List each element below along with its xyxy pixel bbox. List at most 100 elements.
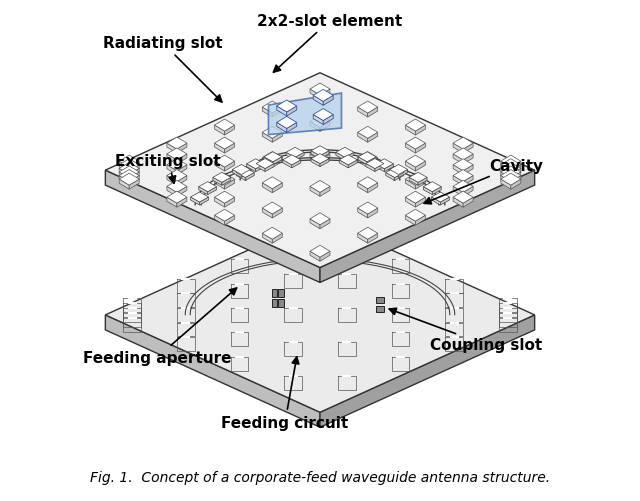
Polygon shape	[287, 107, 297, 117]
Polygon shape	[287, 123, 297, 133]
Polygon shape	[225, 144, 235, 154]
Polygon shape	[453, 144, 463, 154]
Polygon shape	[339, 155, 357, 165]
Polygon shape	[310, 122, 320, 132]
Polygon shape	[119, 163, 139, 175]
Polygon shape	[348, 160, 357, 168]
Polygon shape	[225, 180, 235, 190]
Polygon shape	[453, 170, 473, 182]
Polygon shape	[177, 155, 187, 164]
Polygon shape	[405, 198, 415, 208]
Polygon shape	[415, 198, 426, 208]
Polygon shape	[511, 169, 521, 179]
Polygon shape	[214, 120, 235, 132]
Polygon shape	[511, 180, 521, 190]
Polygon shape	[368, 133, 378, 143]
Polygon shape	[511, 165, 521, 175]
Polygon shape	[463, 187, 473, 197]
Polygon shape	[501, 180, 511, 190]
Polygon shape	[276, 123, 287, 133]
Polygon shape	[177, 144, 187, 154]
Polygon shape	[336, 148, 354, 158]
Polygon shape	[453, 159, 473, 171]
Text: Feeding aperture: Feeding aperture	[83, 289, 237, 365]
Polygon shape	[262, 158, 272, 168]
Polygon shape	[358, 152, 376, 162]
Polygon shape	[409, 173, 427, 183]
Polygon shape	[511, 176, 521, 186]
Text: Cavity: Cavity	[424, 158, 544, 204]
Polygon shape	[501, 169, 511, 179]
Polygon shape	[167, 159, 187, 171]
Polygon shape	[399, 170, 408, 178]
Polygon shape	[310, 155, 320, 164]
Polygon shape	[273, 157, 282, 165]
Polygon shape	[463, 144, 473, 154]
Bar	[278, 300, 284, 308]
Polygon shape	[272, 183, 282, 193]
Polygon shape	[129, 162, 139, 172]
Polygon shape	[405, 144, 415, 154]
Polygon shape	[453, 155, 463, 164]
Polygon shape	[214, 210, 235, 222]
Polygon shape	[358, 183, 368, 193]
Polygon shape	[453, 181, 473, 193]
Polygon shape	[106, 74, 534, 268]
Polygon shape	[320, 122, 330, 132]
Polygon shape	[232, 165, 250, 175]
Polygon shape	[405, 126, 415, 136]
Polygon shape	[214, 198, 225, 208]
Polygon shape	[311, 146, 329, 156]
Polygon shape	[463, 165, 473, 175]
Polygon shape	[214, 162, 225, 172]
Polygon shape	[368, 234, 378, 243]
Polygon shape	[177, 187, 187, 197]
Polygon shape	[167, 187, 177, 197]
Polygon shape	[405, 120, 426, 132]
Polygon shape	[358, 127, 378, 139]
Polygon shape	[453, 138, 473, 150]
Polygon shape	[501, 156, 521, 168]
Polygon shape	[453, 165, 463, 175]
Polygon shape	[167, 170, 187, 182]
Polygon shape	[106, 218, 534, 412]
Polygon shape	[264, 152, 282, 162]
Polygon shape	[262, 127, 282, 139]
Polygon shape	[214, 138, 235, 150]
Polygon shape	[119, 172, 129, 182]
Polygon shape	[272, 208, 282, 218]
Polygon shape	[292, 160, 301, 168]
Polygon shape	[367, 157, 376, 165]
Polygon shape	[119, 156, 139, 168]
Polygon shape	[313, 115, 323, 125]
Polygon shape	[177, 176, 187, 186]
Polygon shape	[191, 192, 209, 202]
Polygon shape	[432, 187, 442, 195]
Polygon shape	[255, 164, 265, 172]
Polygon shape	[501, 167, 521, 178]
Polygon shape	[167, 165, 177, 175]
Polygon shape	[236, 168, 254, 178]
Polygon shape	[358, 152, 378, 164]
Polygon shape	[246, 159, 265, 169]
Polygon shape	[167, 149, 187, 160]
Polygon shape	[431, 192, 449, 202]
Polygon shape	[286, 153, 295, 161]
Polygon shape	[501, 174, 521, 186]
Polygon shape	[213, 173, 231, 183]
Polygon shape	[358, 108, 368, 118]
Polygon shape	[323, 96, 333, 106]
Polygon shape	[264, 157, 273, 165]
Polygon shape	[129, 172, 139, 182]
Polygon shape	[405, 192, 426, 204]
Polygon shape	[310, 149, 330, 160]
Text: 2x2-slot element: 2x2-slot element	[257, 14, 403, 73]
Polygon shape	[208, 187, 217, 195]
Polygon shape	[463, 198, 473, 208]
Polygon shape	[405, 162, 415, 172]
Polygon shape	[286, 148, 304, 158]
Polygon shape	[415, 162, 426, 172]
Polygon shape	[405, 216, 415, 226]
Polygon shape	[385, 164, 394, 172]
Polygon shape	[366, 164, 375, 172]
